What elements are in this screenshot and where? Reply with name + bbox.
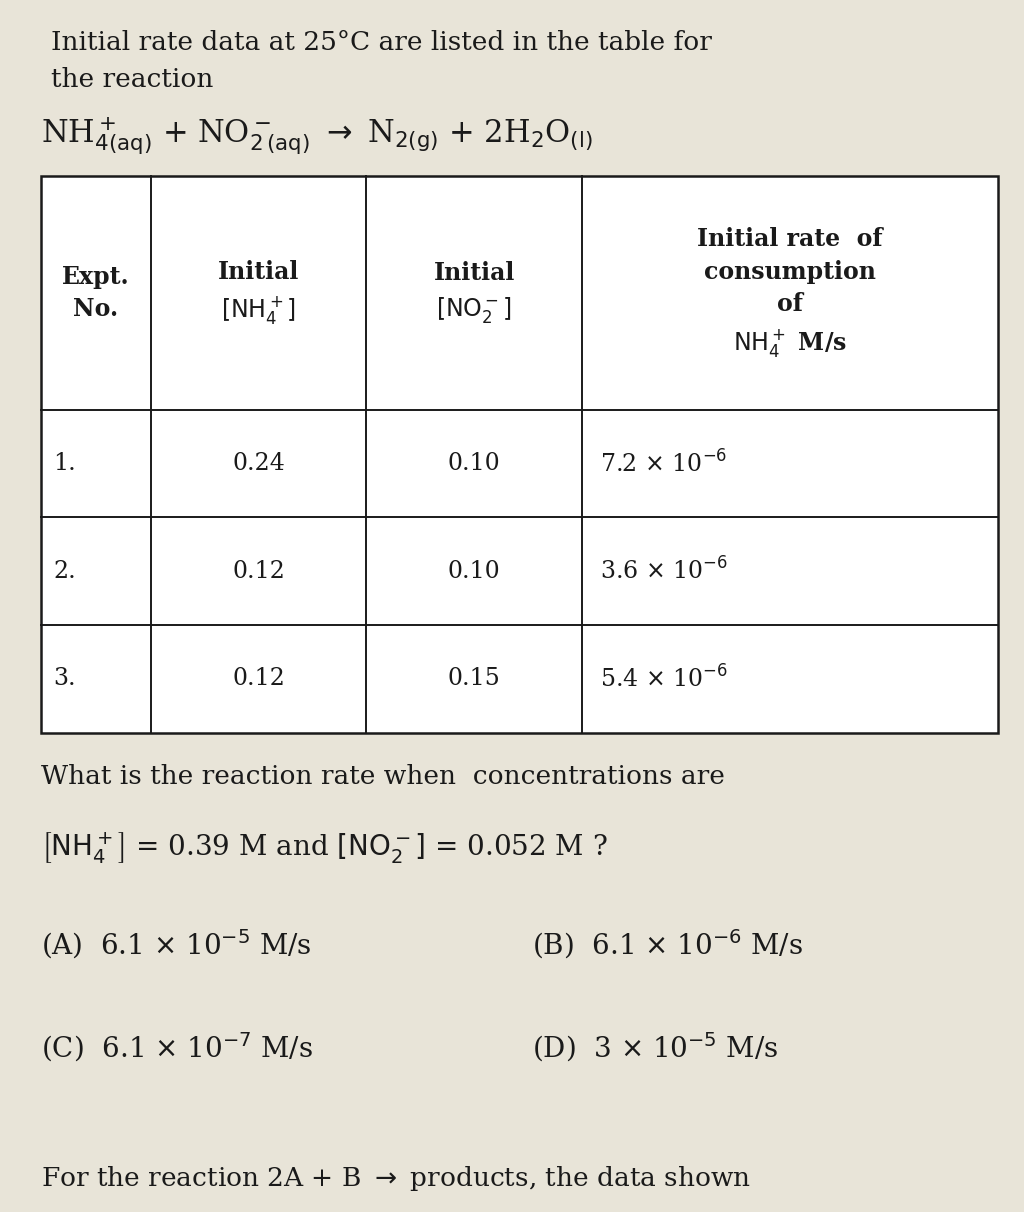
Bar xyxy=(41,176,998,733)
Text: (C)  6.1 $\times$ 10$^{-7}$ M/s: (C) 6.1 $\times$ 10$^{-7}$ M/s xyxy=(41,1030,313,1064)
Text: (D)  3 $\times$ 10$^{-5}$ M/s: (D) 3 $\times$ 10$^{-5}$ M/s xyxy=(532,1030,779,1064)
Text: 2.: 2. xyxy=(53,560,76,583)
Text: 0.15: 0.15 xyxy=(447,668,501,691)
Text: Initial
$[\mathrm{NO_2^-}]$: Initial $[\mathrm{NO_2^-}]$ xyxy=(433,261,515,325)
Text: What is the reaction rate when  concentrations are: What is the reaction rate when concentra… xyxy=(41,764,725,789)
Text: the reaction: the reaction xyxy=(51,67,214,92)
Text: 0.12: 0.12 xyxy=(232,560,286,583)
Text: 5.4 $\times$ 10$^{-6}$: 5.4 $\times$ 10$^{-6}$ xyxy=(600,665,728,692)
Text: NH$^+_{4(\rm aq)}$ + NO$^-_{2\,(\rm aq)}$ $\rightarrow$ N$_{2(\rm g)}$ + 2H$_2$O: NH$^+_{4(\rm aq)}$ + NO$^-_{2\,(\rm aq)}… xyxy=(41,115,593,156)
Text: 7.2 $\times$ 10$^{-6}$: 7.2 $\times$ 10$^{-6}$ xyxy=(600,450,728,478)
Text: Initial rate  of
consumption
of
$\mathrm{NH_4^+}$ M/s: Initial rate of consumption of $\mathrm{… xyxy=(697,227,883,359)
Text: (A)  6.1 $\times$ 10$^{-5}$ M/s: (A) 6.1 $\times$ 10$^{-5}$ M/s xyxy=(41,927,311,961)
Bar xyxy=(41,176,998,733)
Text: 0.24: 0.24 xyxy=(232,452,286,475)
Text: Expt.
No.: Expt. No. xyxy=(62,264,130,321)
Text: $\left[\mathrm{NH_4^+}\right]$ = 0.39 M and $\left[\mathrm{NO_2^-}\right]$ = 0.0: $\left[\mathrm{NH_4^+}\right]$ = 0.39 M … xyxy=(41,830,607,867)
Text: 3.6 $\times$ 10$^{-6}$: 3.6 $\times$ 10$^{-6}$ xyxy=(600,558,728,585)
Text: 3.: 3. xyxy=(53,668,76,691)
Text: 0.10: 0.10 xyxy=(447,560,501,583)
Text: Initial rate data at 25°C are listed in the table for: Initial rate data at 25°C are listed in … xyxy=(51,30,712,56)
Text: 0.12: 0.12 xyxy=(232,668,286,691)
Text: 0.10: 0.10 xyxy=(447,452,501,475)
Text: 1.: 1. xyxy=(53,452,76,475)
Text: (B)  6.1 $\times$ 10$^{-6}$ M/s: (B) 6.1 $\times$ 10$^{-6}$ M/s xyxy=(532,927,804,961)
Text: For the reaction 2A + B $\rightarrow$ products, the data shown: For the reaction 2A + B $\rightarrow$ pr… xyxy=(41,1164,751,1193)
Text: Initial
$[\mathrm{NH_4^+}]$: Initial $[\mathrm{NH_4^+}]$ xyxy=(218,259,299,326)
